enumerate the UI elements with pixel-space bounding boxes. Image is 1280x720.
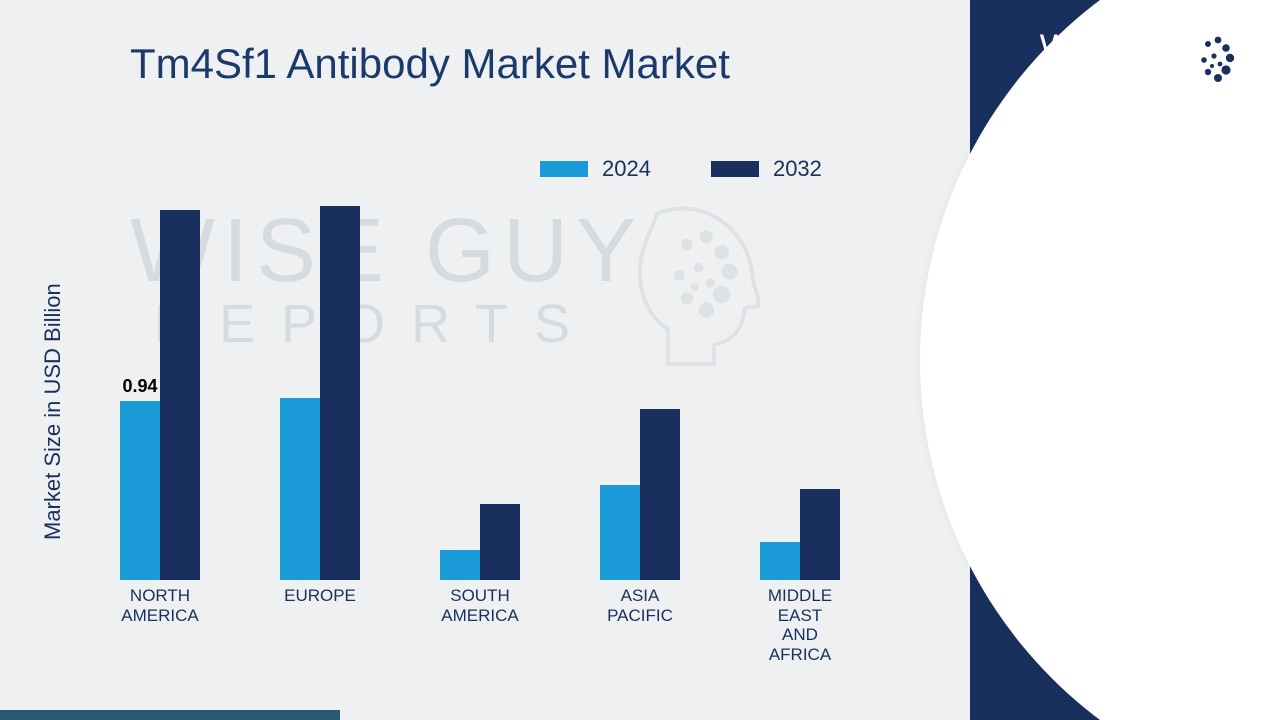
- page-title: Tm4Sf1 Antibody Market Market: [130, 40, 730, 88]
- legend: 2024 2032: [540, 156, 822, 182]
- bar-2024: [440, 550, 480, 580]
- y-axis-label: Market Size in USD Billion: [40, 283, 66, 540]
- bar-2032: [640, 409, 680, 580]
- x-axis-label: EUROPE: [284, 586, 356, 606]
- bar-2032: [800, 489, 840, 580]
- x-axis-label: ASIA PACIFIC: [607, 586, 673, 625]
- legend-swatch-2032: [711, 161, 759, 177]
- bar-2024: [120, 401, 160, 580]
- bar-2024: [600, 485, 640, 580]
- logo-head-icon: [1170, 22, 1248, 108]
- legend-swatch-2024: [540, 161, 588, 177]
- legend-label-2032: 2032: [773, 156, 822, 182]
- legend-item-2024: 2024: [540, 156, 651, 182]
- x-axis-label: MIDDLE EAST AND AFRICA: [768, 586, 832, 664]
- bottom-accent-bar: [0, 710, 340, 720]
- bar-2032: [480, 504, 520, 580]
- bar-2032: [320, 206, 360, 580]
- bar-2024: [280, 398, 320, 580]
- bar-2024: [760, 542, 800, 580]
- legend-label-2024: 2024: [602, 156, 651, 182]
- x-axis-label: NORTH AMERICA: [121, 586, 198, 625]
- legend-item-2032: 2032: [711, 156, 822, 182]
- bar-2032: [160, 210, 200, 581]
- brand-logo: WISE GUY REPORTS: [1040, 28, 1242, 82]
- x-axis-label: SOUTH AMERICA: [441, 586, 518, 625]
- bar-value-label: 0.94: [115, 376, 165, 397]
- chart-plot-area: NORTH AMERICAEUROPESOUTH AMERICAASIA PAC…: [100, 200, 940, 580]
